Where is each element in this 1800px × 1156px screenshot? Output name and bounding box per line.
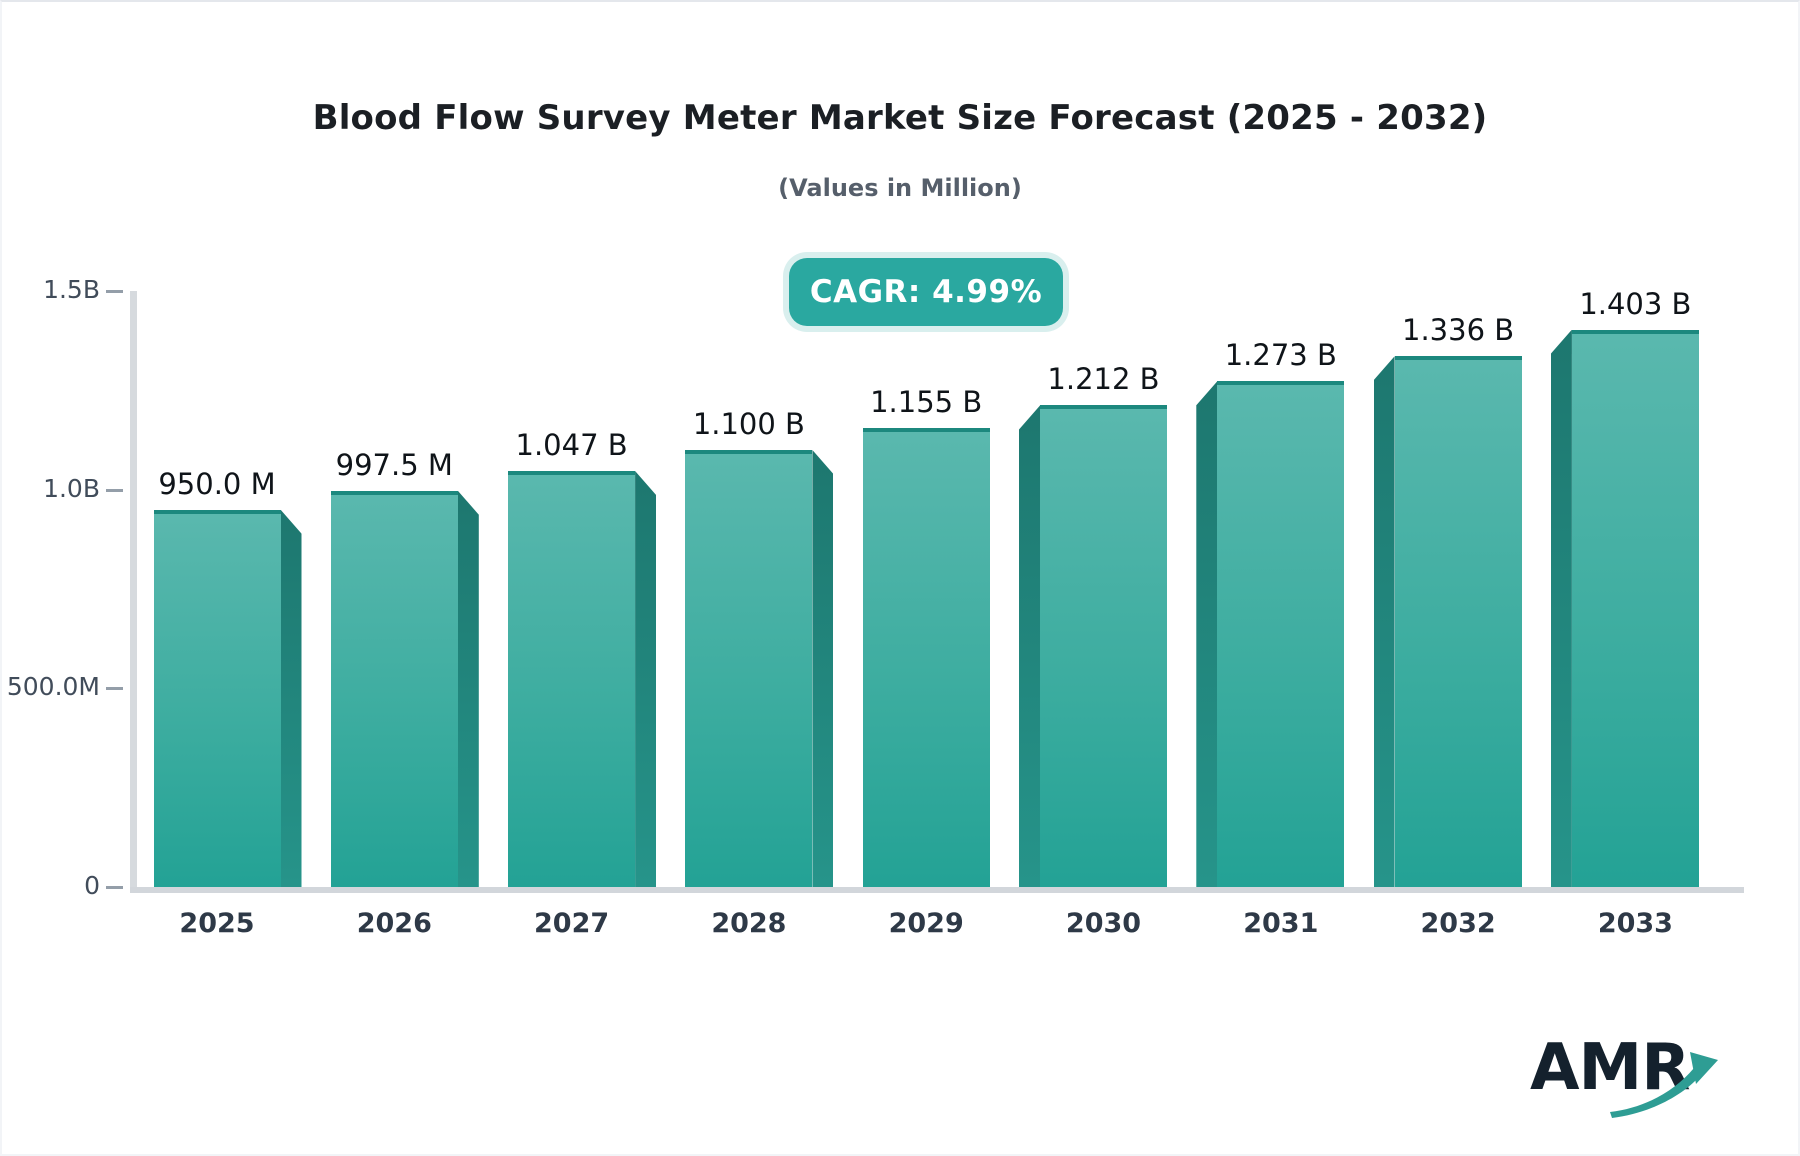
bar-value-label: 950.0 M	[158, 466, 276, 501]
y-tick-label: 500.0M	[6, 672, 100, 702]
y-tick-mark	[106, 488, 123, 492]
y-tick-label: 1.0B	[43, 473, 100, 503]
cagr-badge-label: CAGR: 4.99%	[809, 274, 1043, 310]
x-tick-label: 2031	[1243, 908, 1319, 939]
y-tick-label: 0	[84, 871, 100, 900]
bar	[1571, 329, 1699, 887]
bar	[685, 449, 813, 887]
bar-value-label: 1.100 B	[692, 406, 805, 441]
x-tick-label: 2032	[1420, 908, 1496, 939]
bar	[508, 471, 636, 887]
x-tick-label: 2029	[888, 908, 964, 939]
y-tick-label: 1.5B	[43, 275, 100, 305]
bar-side-shade	[1196, 381, 1218, 887]
x-tick-label: 2030	[1065, 908, 1142, 939]
x-axis-baseline	[130, 887, 1744, 893]
bar-value-label: 1.403 B	[1579, 286, 1692, 321]
chart-subtitle: (Values in Million)	[778, 174, 1022, 202]
bar-side-shade	[1019, 405, 1040, 887]
x-tick-label: 2027	[534, 908, 610, 939]
x-tick-label: 2025	[179, 908, 255, 939]
bar-value-label: 1.047 B	[515, 428, 628, 463]
chart-title: Blood Flow Survey Meter Market Size Fore…	[312, 98, 1488, 138]
cagr-badge: CAGR: 4.99%	[789, 258, 1063, 326]
y-axis-line	[130, 291, 137, 891]
bar	[1394, 356, 1522, 887]
bar-value-label: 1.273 B	[1224, 338, 1337, 373]
x-tick-label: 2033	[1597, 908, 1673, 939]
bar-value-label: 1.212 B	[1047, 362, 1160, 397]
amr-logo-text: AMR	[1530, 1031, 1690, 1105]
bar-side-shade	[457, 490, 479, 887]
bar	[330, 490, 458, 887]
bar-side-shade	[1550, 329, 1572, 887]
bar	[1217, 381, 1345, 887]
bar-side-shade	[1373, 356, 1395, 887]
bar	[862, 428, 990, 887]
x-tick-label: 2026	[356, 908, 432, 939]
bar-value-label: 1.155 B	[870, 385, 983, 420]
bar-value-label: 997.5 M	[335, 447, 453, 482]
y-tick-mark	[106, 687, 123, 691]
bar	[1040, 405, 1167, 887]
y-tick-mark	[106, 886, 123, 889]
y-tick-mark	[106, 290, 123, 294]
amr-logo: AMR	[1530, 1036, 1730, 1126]
bar-side-shade	[280, 509, 302, 887]
bar	[153, 509, 281, 887]
x-tick-label: 2028	[711, 908, 787, 939]
bar-value-label: 1.336 B	[1402, 313, 1515, 348]
growth-arrow-icon	[1610, 1052, 1718, 1118]
bar-side-shade	[812, 449, 834, 887]
bar-side-shade	[635, 471, 657, 887]
